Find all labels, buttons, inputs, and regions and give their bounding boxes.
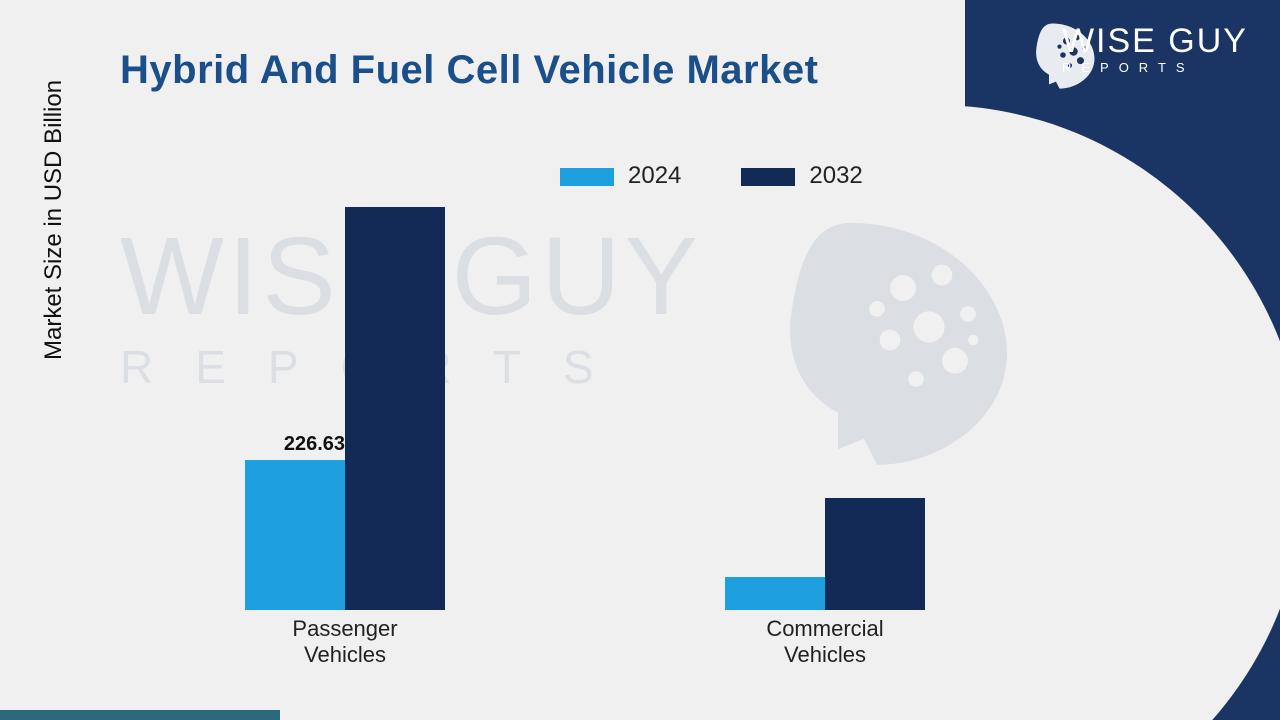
bar-value-label: 226.63 xyxy=(255,433,345,456)
legend-label-2024: 2024 xyxy=(628,162,681,189)
legend-item-2032: 2032 xyxy=(741,162,862,190)
bar xyxy=(825,498,925,610)
brand-logo: WISE GUY REPORTS xyxy=(1062,24,1248,75)
legend: 2024 2032 xyxy=(560,162,863,190)
y-axis-label: Market Size in USD Billion xyxy=(40,80,68,360)
category-label: PassengerVehicles xyxy=(215,610,475,669)
legend-swatch-2032 xyxy=(741,168,795,186)
legend-item-2024: 2024 xyxy=(560,162,681,190)
logo-main-text: WISE GUY xyxy=(1062,24,1248,58)
legend-swatch-2024 xyxy=(560,168,614,186)
legend-label-2032: 2032 xyxy=(809,162,862,189)
bar xyxy=(245,460,345,610)
category-label: CommercialVehicles xyxy=(695,610,955,669)
chart-title: Hybrid And Fuel Cell Vehicle Market xyxy=(120,48,818,93)
bar xyxy=(725,577,825,610)
accent-bar xyxy=(0,710,280,720)
logo-sub-text: REPORTS xyxy=(1062,60,1248,75)
chart-infographic: WISE GUY REPORTS Hybrid And Fuel Cell Ve… xyxy=(0,0,1280,720)
bar-chart-plot: PassengerVehicles226.63CommercialVehicle… xyxy=(195,200,975,610)
bar xyxy=(345,207,445,610)
